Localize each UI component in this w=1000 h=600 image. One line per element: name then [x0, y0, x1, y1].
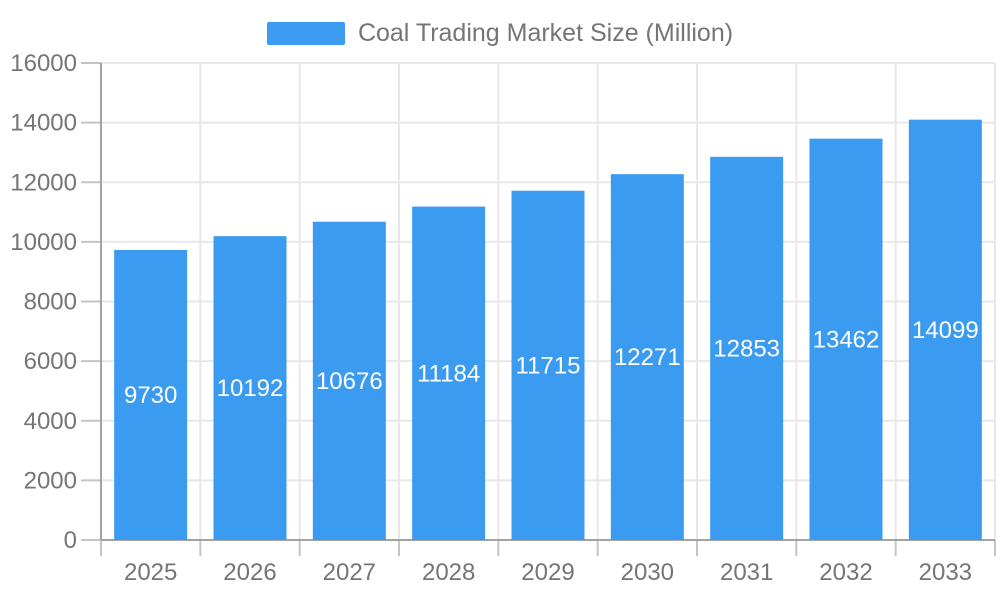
bar-value-label: 13462: [813, 326, 880, 353]
bar: [412, 206, 486, 540]
bar: [114, 249, 188, 540]
bar-value-label: 11184: [417, 360, 480, 387]
y-axis-tick-label: 8000: [24, 289, 77, 316]
x-axis-tick-label: 2029: [521, 559, 574, 586]
x-axis-tick-label: 2030: [621, 559, 674, 586]
x-axis-tick-label: 2026: [223, 559, 276, 586]
bar: [908, 119, 982, 541]
x-axis-tick-label: 2025: [124, 559, 177, 586]
bar-value-label: 11715: [516, 352, 581, 379]
bar: [610, 174, 684, 540]
bar: [213, 236, 287, 540]
bar: [809, 138, 883, 540]
legend-swatch[interactable]: [266, 22, 345, 45]
bar: [511, 190, 585, 540]
y-axis-tick-label: 16000: [10, 50, 77, 77]
bar-value-label: 14099: [912, 317, 979, 344]
bar-value-label: 10676: [316, 368, 383, 395]
x-axis-tick-label: 2031: [720, 559, 773, 586]
y-axis-tick-label: 0: [64, 527, 77, 554]
chart-legend[interactable]: Coal Trading Market Size (Million): [0, 19, 1000, 48]
y-axis-tick-label: 6000: [24, 348, 77, 375]
x-axis-tick-label: 2032: [819, 559, 872, 586]
x-axis-tick-label: 2033: [919, 559, 972, 586]
x-axis-tick-label: 2028: [422, 559, 475, 586]
y-axis-tick-label: 10000: [10, 229, 77, 256]
bar-value-label: 12271: [614, 344, 681, 371]
bar-value-label: 9730: [124, 382, 177, 409]
bar: [710, 156, 784, 540]
bar: [312, 221, 386, 541]
x-axis-tick-label: 2027: [323, 559, 376, 586]
legend-label: Coal Trading Market Size (Million): [357, 19, 734, 47]
y-axis-tick-label: 14000: [10, 110, 77, 137]
y-axis-tick-label: 2000: [24, 467, 77, 494]
y-axis-tick-label: 12000: [10, 169, 77, 196]
y-axis-tick-label: 4000: [24, 408, 77, 435]
bar-value-label: 10192: [217, 375, 284, 402]
bar-value-label: 12853: [713, 335, 780, 362]
